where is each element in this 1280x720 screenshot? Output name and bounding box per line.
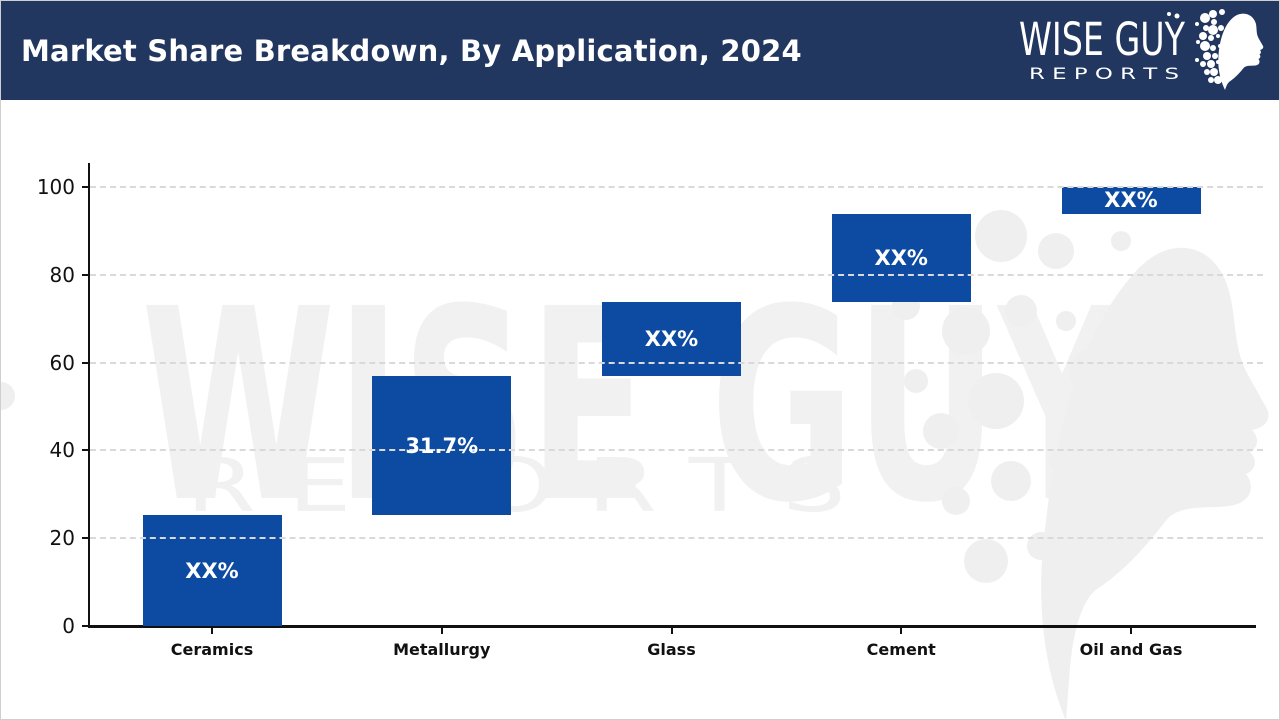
y-tick <box>82 361 90 364</box>
y-tick <box>82 537 90 540</box>
x-axis-label: Ceramics <box>170 640 254 659</box>
gridline <box>90 449 1263 452</box>
bar-value-label: 31.7% <box>405 433 479 458</box>
y-tick <box>82 186 90 188</box>
x-tick <box>900 626 903 634</box>
y-axis-line <box>88 163 90 626</box>
x-axis-label: Cement <box>866 640 936 659</box>
gridline <box>90 186 1263 188</box>
gridline <box>90 361 1263 364</box>
header-bar: Market Share Breakdown, By Application, … <box>1 1 1279 100</box>
x-axis-label: Metallurgy <box>393 640 491 659</box>
y-tick <box>82 273 90 276</box>
x-tick <box>1130 626 1132 634</box>
y-tick-label: 100 <box>36 175 75 199</box>
y-tick <box>82 625 90 627</box>
bar-oil-and-gas <box>1061 187 1201 214</box>
bar-ceramics <box>142 515 282 626</box>
wise-guy-reports-logo: WISE GUY R E P O R T S <box>1019 8 1264 90</box>
y-tick <box>82 449 90 452</box>
bar-value-label: XX% <box>1104 188 1158 213</box>
y-tick-label: 60 <box>49 350 75 375</box>
bar-glass <box>602 302 741 377</box>
y-tick-label: 20 <box>49 526 75 551</box>
x-axis-label: Glass <box>647 640 696 659</box>
gridline <box>90 273 1263 276</box>
y-tick-label: 40 <box>49 438 75 463</box>
chart-title: Market Share Breakdown, By Application, … <box>21 33 802 68</box>
bar-value-label: XX% <box>185 558 239 583</box>
y-tick-label: 0 <box>62 614 75 638</box>
x-tick <box>211 626 213 634</box>
bar-value-label: XX% <box>874 246 928 271</box>
y-tick-label: 80 <box>49 262 75 287</box>
x-axis-label: Oil and Gas <box>1079 640 1183 659</box>
x-tick <box>440 626 443 634</box>
logo-wordmark: WISE GUY <box>1019 13 1185 66</box>
bar-metallurgy <box>372 376 512 516</box>
logo-subtext: R E P O R T S <box>1029 64 1179 83</box>
x-tick <box>670 626 673 634</box>
logo-head-icon <box>1167 8 1264 90</box>
header-background <box>1 1 1279 100</box>
gridline <box>90 537 1263 540</box>
bar-value-label: XX% <box>644 327 699 352</box>
